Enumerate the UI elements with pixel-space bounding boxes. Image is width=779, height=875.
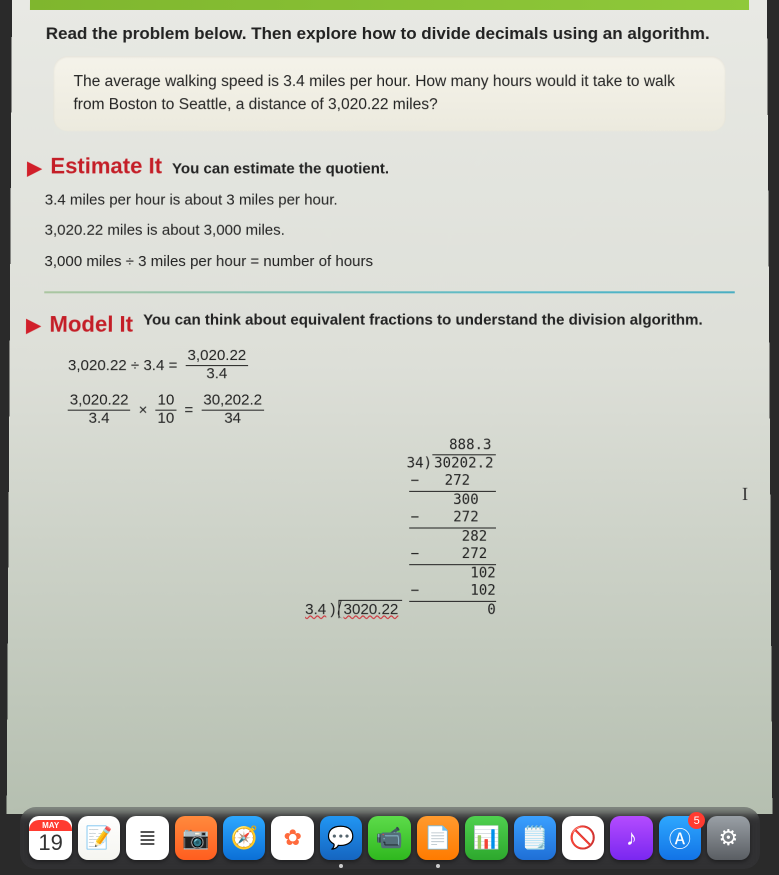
eq2-f2-num: 10	[155, 392, 176, 410]
messages-app-icon[interactable]: 💬	[320, 816, 362, 860]
running-indicator-icon	[339, 864, 343, 868]
header-green-bar	[30, 0, 749, 10]
ld2-step-2: − 272	[409, 509, 496, 527]
ld2-step-0: − 272	[409, 473, 496, 491]
eq2-f3-den: 34	[222, 410, 243, 427]
calendar-day: 19	[38, 831, 62, 855]
long-division-1: 3.4 )3020.22	[305, 599, 402, 617]
keynote-app-icon[interactable]: 🗒️	[514, 816, 556, 860]
settings-app-icon[interactable]: ⚙︎	[707, 816, 749, 860]
ld2-divisor-dividend: 34)30202.2	[407, 455, 496, 473]
photobooth-app-icon[interactable]: 📷	[175, 816, 217, 860]
model-section: ▶ Model It You can think about equivalen…	[42, 311, 737, 644]
estimate-title-row: ▶ Estimate It You can estimate the quoti…	[45, 153, 734, 179]
eq1-numerator: 3,020.22	[185, 348, 248, 366]
page-content: Read the problem below. Then explore how…	[8, 10, 771, 644]
appstore-app-icon[interactable]: Ⓐ5	[659, 816, 701, 860]
eq2-f3: 30,202.2 34	[201, 392, 264, 426]
estimate-line-2: 3,020.22 miles is about 3,000 miles.	[45, 220, 735, 243]
macos-dock[interactable]: MAY 19 📝≣📷🧭✿💬📹📄📊🗒️🚫♪Ⓐ5⚙︎	[20, 807, 760, 869]
running-indicator-icon	[436, 864, 440, 868]
eq1-fraction: 3,020.22 3.4	[185, 348, 248, 382]
page-heading: Read the problem below. Then explore how…	[46, 24, 734, 44]
equation-2: 3,020.22 3.4 × 10 10 = 30,202.2 34	[68, 392, 736, 426]
estimate-subtitle: You can estimate the quotient.	[172, 160, 389, 177]
eq2-f1-den: 3.4	[87, 410, 112, 427]
ld1-dividend: 3020.22	[344, 600, 399, 617]
ld2-step-1: 300	[409, 490, 496, 509]
equations: 3,020.22 ÷ 3.4 = 3,020.22 3.4 3,020.22 3…	[43, 348, 735, 427]
equation-1: 3,020.22 ÷ 3.4 = 3,020.22 3.4	[68, 348, 735, 382]
ld2-step-3: 282	[409, 527, 496, 546]
long-division-area: 3.4 )3020.22 888.334)30202.2− 272 300 − …	[305, 437, 737, 644]
eq2-f1: 3,020.22 3.4	[68, 392, 131, 426]
eq2-f3-num: 30,202.2	[201, 392, 264, 410]
estimate-line-3: 3,000 miles ÷ 3 miles per hour = number …	[44, 250, 734, 273]
ld2-step-4: − 272	[409, 546, 496, 564]
pages-app-icon[interactable]: 📄	[417, 816, 459, 860]
calendar-app-icon[interactable]: MAY 19	[29, 816, 71, 860]
eq2-f1-num: 3,020.22	[68, 392, 131, 410]
facetime-app-icon[interactable]: 📹	[368, 816, 410, 860]
eq2-f2: 10 10	[155, 392, 176, 426]
reminders-app-icon[interactable]: ≣	[126, 816, 168, 860]
model-title: Model It	[49, 311, 133, 337]
model-title-row: ▶ Model It You can think about equivalen…	[44, 311, 735, 337]
text-cursor-icon: I	[742, 484, 748, 505]
textbook-page: Read the problem below. Then explore how…	[7, 0, 773, 814]
play-arrow-icon: ▶	[26, 313, 42, 338]
estimate-section: ▶ Estimate It You can estimate the quoti…	[44, 153, 734, 273]
play-arrow-icon: ▶	[27, 155, 43, 180]
safari-app-icon[interactable]: 🧭	[223, 816, 265, 860]
ld2-step-6: − 102	[409, 583, 496, 601]
itunes-app-icon[interactable]: ♪	[610, 816, 652, 860]
ld2-quotient: 888.3	[407, 437, 496, 455]
photos-app-icon[interactable]: ✿	[271, 816, 313, 860]
notes-app-icon[interactable]: 📝	[78, 816, 120, 860]
long-division-2: 888.334)30202.2− 272 300 − 272 282 − 272…	[407, 437, 496, 619]
eq1-left: 3,020.22 ÷ 3.4 =	[68, 356, 178, 373]
ld2-step-7: 0	[409, 600, 496, 619]
numbers-app-icon[interactable]: 📊	[465, 816, 507, 860]
estimate-title: Estimate It	[50, 153, 162, 179]
problem-box: The average walking speed is 3.4 miles p…	[53, 56, 726, 131]
ld1-divisor: 3.4	[305, 600, 326, 617]
restricted-app-icon[interactable]: 🚫	[562, 816, 604, 860]
model-subtitle: You can think about equivalent fractions…	[143, 311, 703, 328]
section-divider	[44, 291, 735, 293]
estimate-line-1: 3.4 miles per hour is about 3 miles per …	[45, 189, 735, 212]
eq2-times: ×	[139, 401, 148, 418]
notification-badge: 5	[688, 812, 705, 829]
eq2-eq: =	[184, 401, 193, 418]
eq2-f2-den: 10	[155, 410, 176, 427]
ld2-step-5: 102	[409, 564, 496, 583]
eq1-denominator: 3.4	[204, 366, 229, 383]
